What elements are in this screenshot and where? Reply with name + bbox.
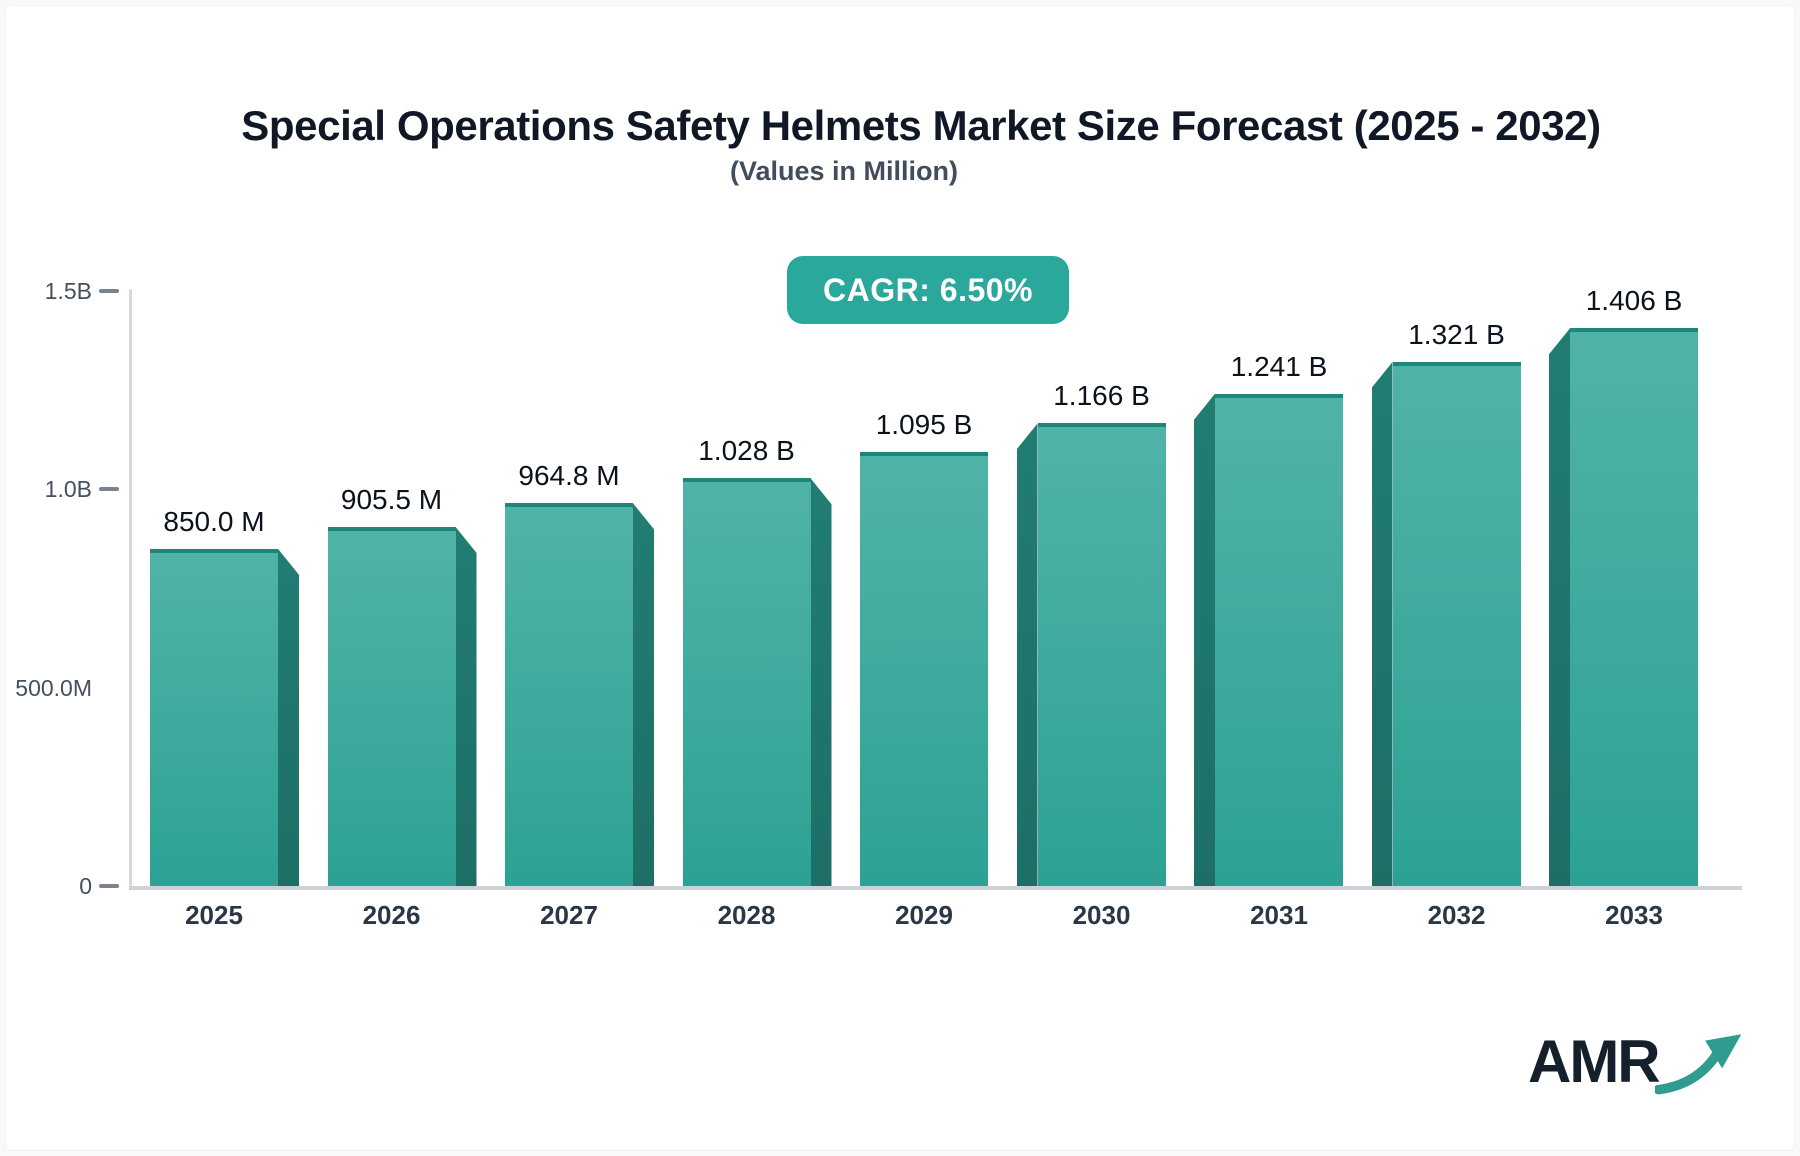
bar-2030 <box>1037 423 1166 886</box>
x-tick-label-2031: 2031 <box>1250 900 1308 930</box>
bar-2032 <box>1392 362 1521 886</box>
bar-2031 <box>1215 393 1343 886</box>
logo-text: AMR <box>1528 1028 1661 1095</box>
y-tick-dash <box>99 884 119 888</box>
bar-value-label-2033: 1.406 B <box>1585 285 1683 317</box>
bar-side-face-2032 <box>1371 362 1393 886</box>
bar-2026 <box>327 526 456 886</box>
brand-logo: AMR <box>1528 1030 1788 1114</box>
bar-side-face-2030 <box>1016 423 1038 886</box>
bar-side-face-2033 <box>1549 328 1570 886</box>
bar-value-label-2032: 1.321 B <box>1408 319 1505 350</box>
x-tick-label-2032: 2032 <box>1427 900 1486 930</box>
bar-side-face-2025 <box>278 548 299 886</box>
y-tick-label: 0 <box>79 873 92 899</box>
bar-value-label-2028: 1.028 B <box>698 435 795 467</box>
y-tick-dash <box>99 487 119 492</box>
bar-value-label-2027: 964.8 M <box>518 460 620 492</box>
bar-side-face-2027 <box>633 503 654 886</box>
bar-2029 <box>860 451 988 886</box>
x-tick-label-2029: 2029 <box>895 900 953 930</box>
x-tick-label-2033: 2033 <box>1605 900 1663 930</box>
bar-side-face-2031 <box>1194 393 1215 886</box>
chart-title: Special Operations Safety Helmets Market… <box>241 102 1601 149</box>
bar-2033 <box>1570 328 1698 886</box>
growth-arrow-icon <box>1655 1034 1742 1095</box>
bar-side-face-2028 <box>810 478 832 886</box>
bar-value-label-2025: 850.0 M <box>163 505 265 537</box>
y-tick-label: 1.5B <box>44 278 92 304</box>
x-tick-label-2025: 2025 <box>185 900 243 930</box>
x-tick-label-2026: 2026 <box>362 900 421 930</box>
y-axis-line <box>129 289 132 886</box>
bar-2028 <box>682 478 811 886</box>
bar-side-face-2026 <box>455 526 477 886</box>
bar-value-label-2026: 905.5 M <box>340 483 443 515</box>
y-tick-label: 500.0M <box>15 674 92 701</box>
bar-value-label-2031: 1.241 B <box>1230 350 1328 382</box>
x-tick-label-2028: 2028 <box>717 900 776 930</box>
y-tick-dash <box>99 289 119 293</box>
x-tick-label-2027: 2027 <box>540 900 598 930</box>
y-tick-label: 1.0B <box>44 476 92 503</box>
chart-subtitle: (Values in Million) <box>729 156 959 186</box>
bar-value-label-2029: 1.095 B <box>875 408 973 440</box>
x-axis-line <box>129 886 1742 890</box>
bar-value-label-2030: 1.166 B <box>1053 380 1150 412</box>
cagr-badge: CAGR: 6.50% <box>787 256 1069 324</box>
bar-2027 <box>505 503 633 886</box>
x-tick-label-2030: 2030 <box>1072 900 1131 930</box>
bar-2025 <box>150 548 278 886</box>
